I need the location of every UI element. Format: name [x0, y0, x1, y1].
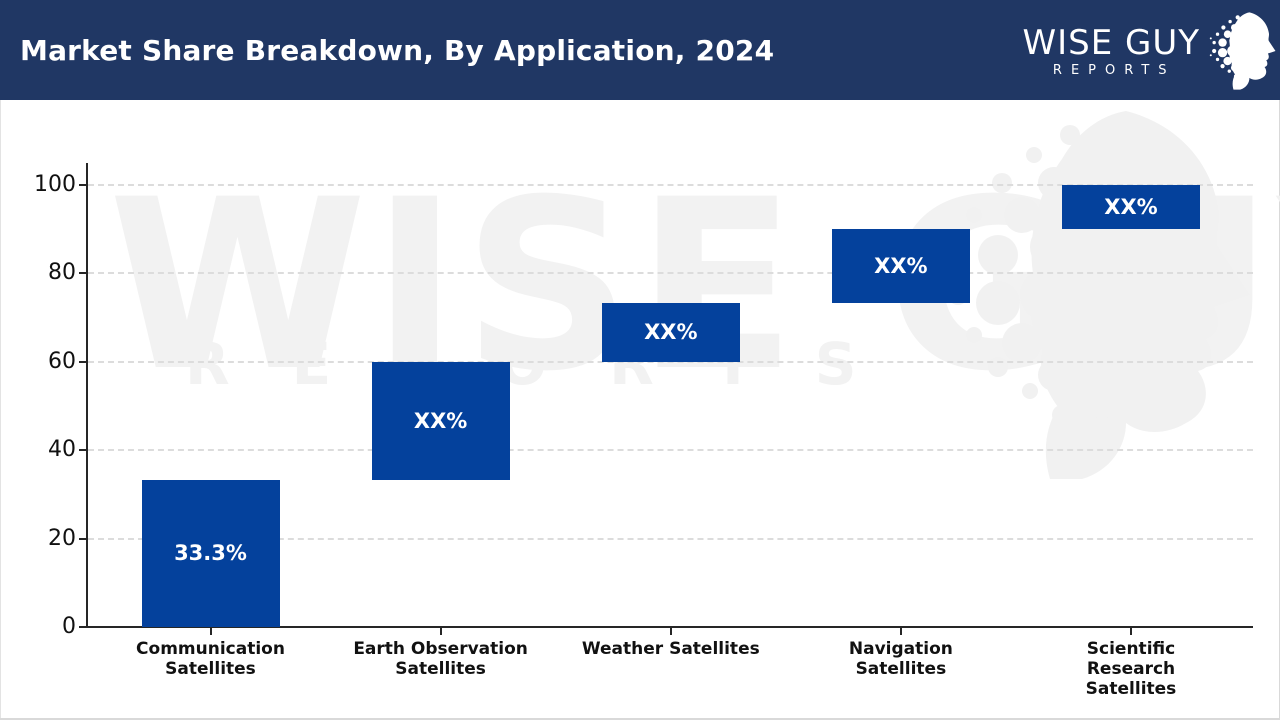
bar-earth-observation-satellites: XX%	[371, 361, 510, 480]
page-title: Market Share Breakdown, By Application, …	[20, 33, 775, 67]
y-tick-label-0: 0	[62, 614, 76, 639]
logo-subtitle: REPORTS	[1052, 62, 1176, 78]
gridline-60	[88, 360, 1253, 363]
category-label-weather-satellites: Weather Satellites	[551, 639, 791, 659]
x-axis-line	[86, 626, 1253, 628]
category-label-line: Satellites	[855, 659, 947, 679]
y-tick-80	[79, 272, 87, 275]
y-tick-label-100: 100	[34, 172, 76, 197]
x-tick-scientific-research-satellites	[1130, 628, 1132, 635]
bar-navigation-satellites: XX%	[831, 229, 970, 303]
logo-text: WISE GUY REPORTS	[1022, 25, 1200, 78]
y-tick-40	[79, 449, 87, 452]
category-label-line: Satellites	[1085, 679, 1177, 699]
y-tick-20	[79, 537, 87, 540]
category-label-line: Scientific	[1086, 639, 1176, 659]
bar-value-label-navigation-satellites: XX%	[874, 254, 928, 279]
bar-communication-satellites: 33.3%	[141, 479, 280, 627]
bar-value-label-earth-observation-satellites: XX%	[413, 408, 468, 433]
gridline-80	[88, 272, 1253, 275]
y-axis-line	[86, 163, 88, 628]
y-tick-label-20: 20	[48, 525, 76, 551]
x-tick-navigation-satellites	[899, 628, 902, 635]
bar-weather-satellites: XX%	[601, 303, 740, 362]
category-label-scientific-research-satellites: Scientific Research Satellites	[1011, 639, 1251, 699]
x-tick-weather-satellites	[669, 628, 672, 635]
category-label-line: Weather Satellites	[581, 639, 760, 659]
y-tick-label-60: 60	[48, 348, 76, 374]
category-label-line: Research	[1086, 659, 1176, 679]
category-label-line: Satellites	[395, 659, 486, 679]
gridline-40	[88, 449, 1253, 452]
category-label-navigation-satellites: Navigation Satellites	[781, 639, 1021, 679]
category-label-line: Communication	[136, 639, 285, 659]
bar-value-label-scientific-research-satellites: XX%	[1104, 195, 1158, 220]
dotted-head-logo-icon	[1209, 12, 1276, 90]
category-label-line: Earth Observation	[353, 639, 528, 659]
y-tick-0	[79, 626, 87, 628]
category-label-earth-observation-satellites: Earth Observation Satellites	[321, 639, 561, 679]
category-label-communication-satellites: Communication Satellites	[91, 639, 331, 679]
bar-scientific-research-satellites: XX%	[1062, 185, 1200, 230]
y-tick-60	[79, 360, 87, 363]
category-label-line: Navigation	[848, 639, 953, 659]
header-bar: Market Share Breakdown, By Application, …	[0, 0, 1280, 100]
y-tick-label-80: 80	[48, 260, 76, 286]
bar-value-label-weather-satellites: XX%	[644, 320, 698, 345]
watermark-subtitle: REPORTS	[185, 330, 919, 398]
x-tick-communication-satellites	[209, 628, 212, 635]
logo-wordmark: WISE GUY	[1022, 22, 1200, 63]
wise-guy-reports-logo: WISE GUY REPORTS	[1022, 6, 1278, 96]
y-tick-100	[79, 184, 87, 186]
gridline-100	[88, 184, 1253, 186]
y-tick-label-40: 40	[48, 437, 76, 463]
category-label-line: Satellites	[165, 659, 256, 679]
gridline-20	[88, 537, 1253, 540]
x-tick-earth-observation-satellites	[439, 628, 442, 635]
bar-value-label-communication-satellites: 33.3%	[174, 541, 247, 566]
